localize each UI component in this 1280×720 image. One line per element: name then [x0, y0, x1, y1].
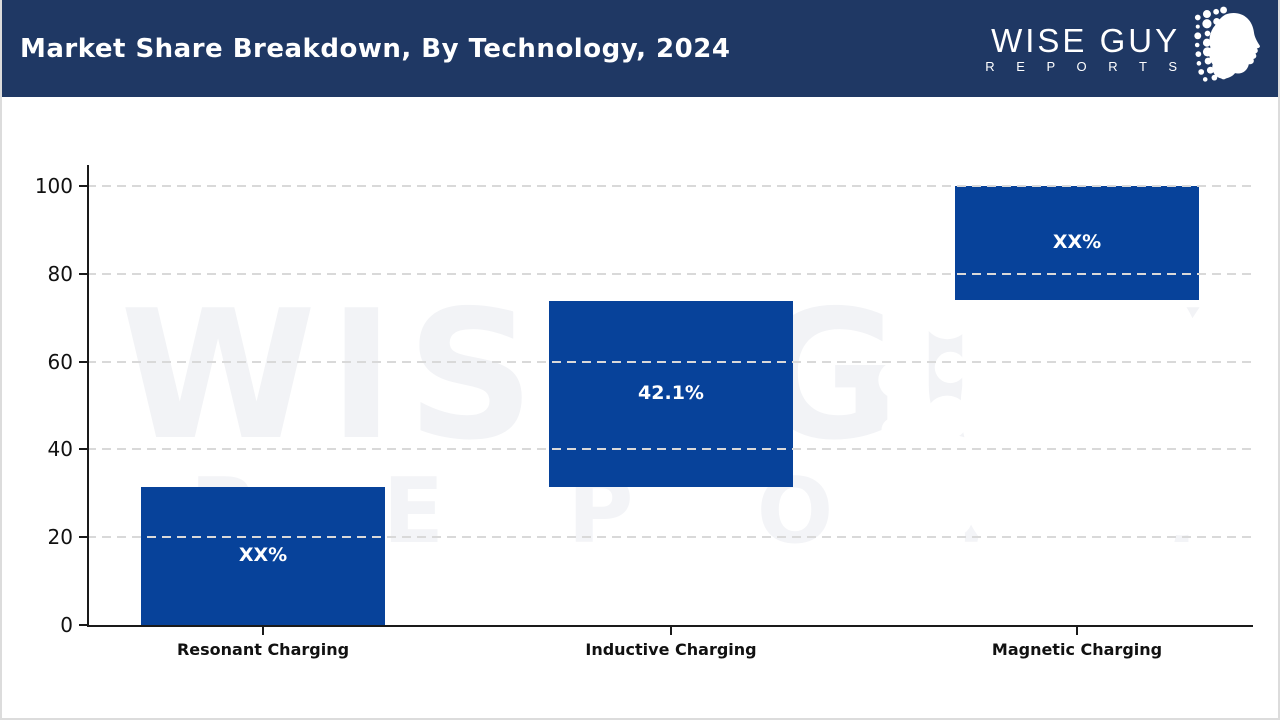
x-axis-line — [87, 625, 1253, 627]
y-tick-mark — [79, 185, 87, 187]
brand-logo-text: WISE GUY R E P O R T S — [985, 24, 1186, 73]
chart-area: WISE GUY R E P O R T S XX%42.1%XX% 02040… — [0, 97, 1280, 720]
gridlines-layer — [0, 97, 1280, 720]
gridline — [87, 272, 1253, 275]
x-category-label: Inductive Charging — [585, 640, 757, 659]
brand-name-label: WISE GUY — [991, 22, 1181, 59]
y-tick-label: 100 — [34, 174, 73, 198]
y-tick-label: 60 — [47, 349, 73, 374]
gridline — [87, 448, 1253, 451]
y-tick-mark — [79, 272, 87, 275]
y-tick-label: 0 — [60, 613, 73, 637]
x-tick-mark — [670, 627, 672, 635]
y-tick-mark — [79, 624, 87, 626]
bar-value-label: XX% — [1052, 231, 1102, 254]
y-tick-label: 40 — [47, 437, 73, 462]
bars-layer: XX% 42.1% XX% — [0, 97, 1280, 720]
bar-value-label: 42.1% — [638, 382, 704, 405]
bar-value-label: XX% — [238, 543, 288, 566]
x-tick-mark — [262, 627, 264, 635]
bar-segment — [955, 186, 1199, 301]
axes-layer: 0 20 40 60 80 100 Resonant Charging Inductive C… — [0, 97, 1280, 720]
y-axis-line — [87, 165, 89, 627]
x-category-label: Magnetic Charging — [991, 640, 1163, 659]
brand-subtitle-label: R E P O R T S — [985, 59, 1186, 74]
y-tick-label: 20 — [47, 525, 73, 550]
gridline — [87, 185, 1253, 187]
gridline — [87, 360, 1253, 363]
header-bar: Market Share Breakdown, By Technology, 2… — [0, 0, 1280, 97]
y-tick-mark — [79, 448, 87, 451]
bar-segment — [141, 486, 385, 625]
y-tick-label: 80 — [47, 261, 73, 286]
page-title: Market Share Breakdown, By Technology, 2… — [20, 33, 731, 64]
bar-segment — [549, 301, 793, 487]
brand-logo: WISE GUY R E P O R T S — [985, 6, 1280, 92]
x-category-label: Resonant Charging — [176, 640, 350, 659]
y-tick-mark — [79, 536, 87, 539]
y-tick-mark — [79, 360, 87, 363]
wiseguy-face-icon — [1194, 6, 1260, 82]
gridline — [87, 536, 1253, 539]
x-tick-mark — [1076, 627, 1078, 635]
